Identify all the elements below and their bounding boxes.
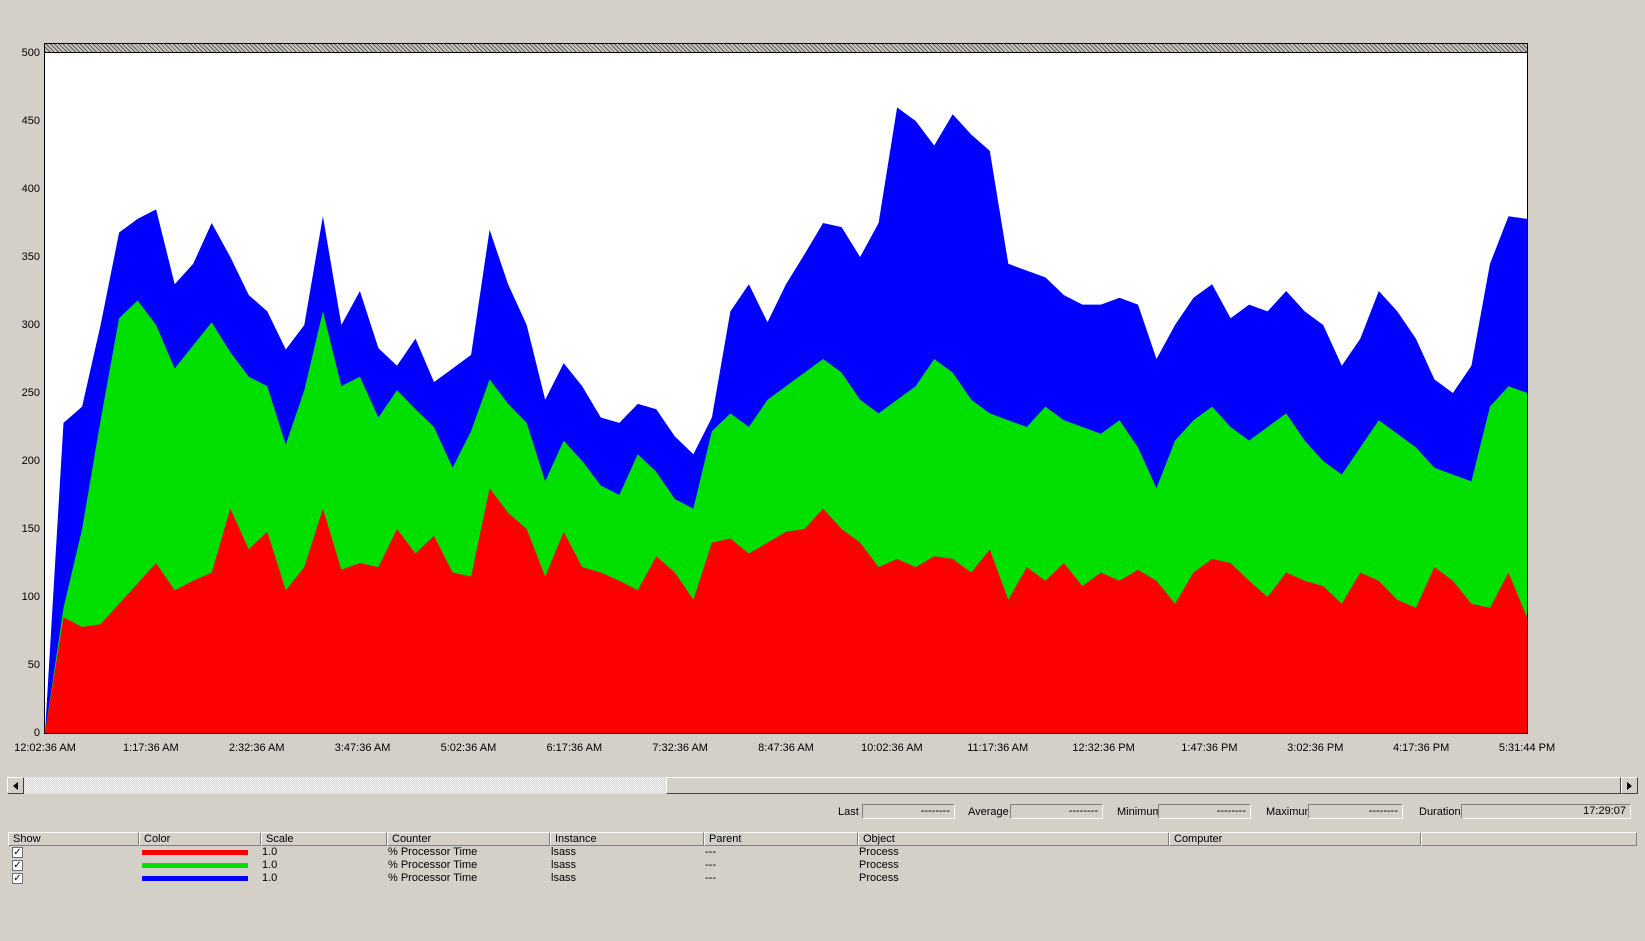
value-bar-label-duration: Duration: [1419, 806, 1461, 818]
legend-column-header-object[interactable]: Object: [858, 832, 1169, 846]
y-tick-label: 150: [21, 523, 40, 535]
y-tick-label: 400: [21, 183, 40, 195]
value-bar-label-minimum: Minimum: [1117, 806, 1162, 818]
legend-column-header-blank[interactable]: [1421, 832, 1637, 846]
x-tick-label: 3:47:36 AM: [334, 742, 391, 754]
value-bar-field-average: --------: [1010, 804, 1103, 819]
x-tick-label: 1:47:36 PM: [1181, 742, 1238, 754]
stacked-area-chart: [45, 107, 1527, 733]
x-tick-label: 12:32:36 PM: [1072, 742, 1135, 754]
legend-cell-parent: ---: [705, 846, 716, 858]
y-tick-label: 450: [21, 115, 40, 127]
legend-cell-scale: 1.0: [262, 859, 278, 871]
value-bar-label-maximum: Maximum: [1266, 806, 1314, 818]
series-area-red-processor-time-lsass: [45, 488, 1527, 733]
legend-column-header-parent[interactable]: Parent: [704, 832, 858, 846]
x-tick-label: 3:02:36 PM: [1287, 742, 1344, 754]
legend-cell-counter: % Processor Time: [388, 859, 478, 871]
left-arrow-icon: [13, 781, 18, 790]
value-bar-label-average: Average: [968, 806, 1009, 818]
series-color-swatch: [142, 876, 248, 881]
legend-cell-parent: ---: [705, 859, 716, 871]
x-tick-label: 2:32:36 AM: [228, 742, 285, 754]
y-tick-label: 350: [21, 251, 40, 263]
value-bar-field-maximum: --------: [1308, 804, 1403, 819]
y-tick-label: 50: [27, 659, 40, 671]
legend-cell-object: Process: [859, 846, 899, 858]
legend-cell-scale: 1.0: [262, 846, 278, 858]
legend-row[interactable]: ✓ 1.0 % Processor Time lsass --- Process: [0, 859, 1637, 872]
x-tick-label: 1:17:36 AM: [123, 742, 179, 754]
scroll-left-button[interactable]: [7, 777, 24, 794]
legend-cell-scale: 1.0: [262, 872, 278, 884]
series-color-swatch: [142, 850, 248, 855]
legend-cell-counter: % Processor Time: [388, 846, 478, 858]
legend-column-header-show[interactable]: Show: [8, 832, 139, 846]
legend-row[interactable]: ✓ 1.0 % Processor Time lsass --- Process: [0, 872, 1637, 885]
legend-column-header-scale[interactable]: Scale: [261, 832, 387, 846]
legend-cell-counter: % Processor Time: [388, 872, 478, 884]
x-tick-label: 12:02:36 AM: [14, 742, 76, 754]
show-checkbox[interactable]: ✓: [12, 873, 23, 884]
legend-cell-instance: lsass: [551, 872, 577, 884]
x-tick-label: 5:31:44 PM: [1498, 742, 1556, 754]
legend-column-header-instance[interactable]: Instance: [550, 832, 704, 846]
scroll-right-button[interactable]: [1621, 777, 1638, 794]
legend-cell-object: Process: [859, 872, 899, 884]
x-tick-label: 5:02:36 AM: [440, 742, 497, 754]
legend-cell-instance: lsass: [551, 846, 577, 858]
y-tick-label: 250: [21, 387, 40, 399]
value-bar-field-duration: 17:29:07: [1461, 804, 1631, 819]
legend-cell-object: Process: [859, 859, 899, 871]
chart-plot-area: [44, 52, 1528, 734]
scrollbar-thumb[interactable]: [666, 777, 1621, 794]
legend-column-header-computer[interactable]: Computer: [1169, 832, 1421, 846]
legend-cell-instance: lsass: [551, 859, 577, 871]
y-tick-label: 200: [21, 455, 40, 467]
y-tick-label: 500: [21, 47, 40, 59]
value-bar-label-last: Last: [838, 806, 859, 818]
show-checkbox[interactable]: ✓: [12, 860, 23, 871]
x-tick-label: 6:17:36 AM: [546, 742, 603, 754]
series-color-swatch: [142, 863, 248, 868]
y-tick-label: 100: [21, 591, 40, 603]
x-tick-label: 8:47:36 AM: [758, 742, 814, 754]
legend-row[interactable]: ✓ 1.0 % Processor Time lsass --- Process: [0, 846, 1637, 859]
y-tick-label: 300: [21, 319, 40, 331]
x-tick-label: 10:02:36 AM: [860, 742, 923, 754]
legend-column-header-color[interactable]: Color: [139, 832, 261, 846]
horizontal-scrollbar[interactable]: [7, 777, 1638, 794]
right-arrow-icon: [1627, 781, 1632, 790]
y-tick-label: 0: [33, 727, 40, 739]
value-bar-field-last: --------: [862, 804, 955, 819]
legend-column-header-counter[interactable]: Counter: [387, 832, 550, 846]
x-tick-label: 11:17:36 AM: [967, 742, 1029, 754]
show-checkbox[interactable]: ✓: [12, 847, 23, 858]
legend-cell-parent: ---: [705, 872, 716, 884]
x-tick-label: 7:32:36 AM: [652, 742, 708, 754]
x-tick-label: 4:17:36 PM: [1393, 742, 1450, 754]
value-bar-field-minimum: --------: [1158, 804, 1251, 819]
